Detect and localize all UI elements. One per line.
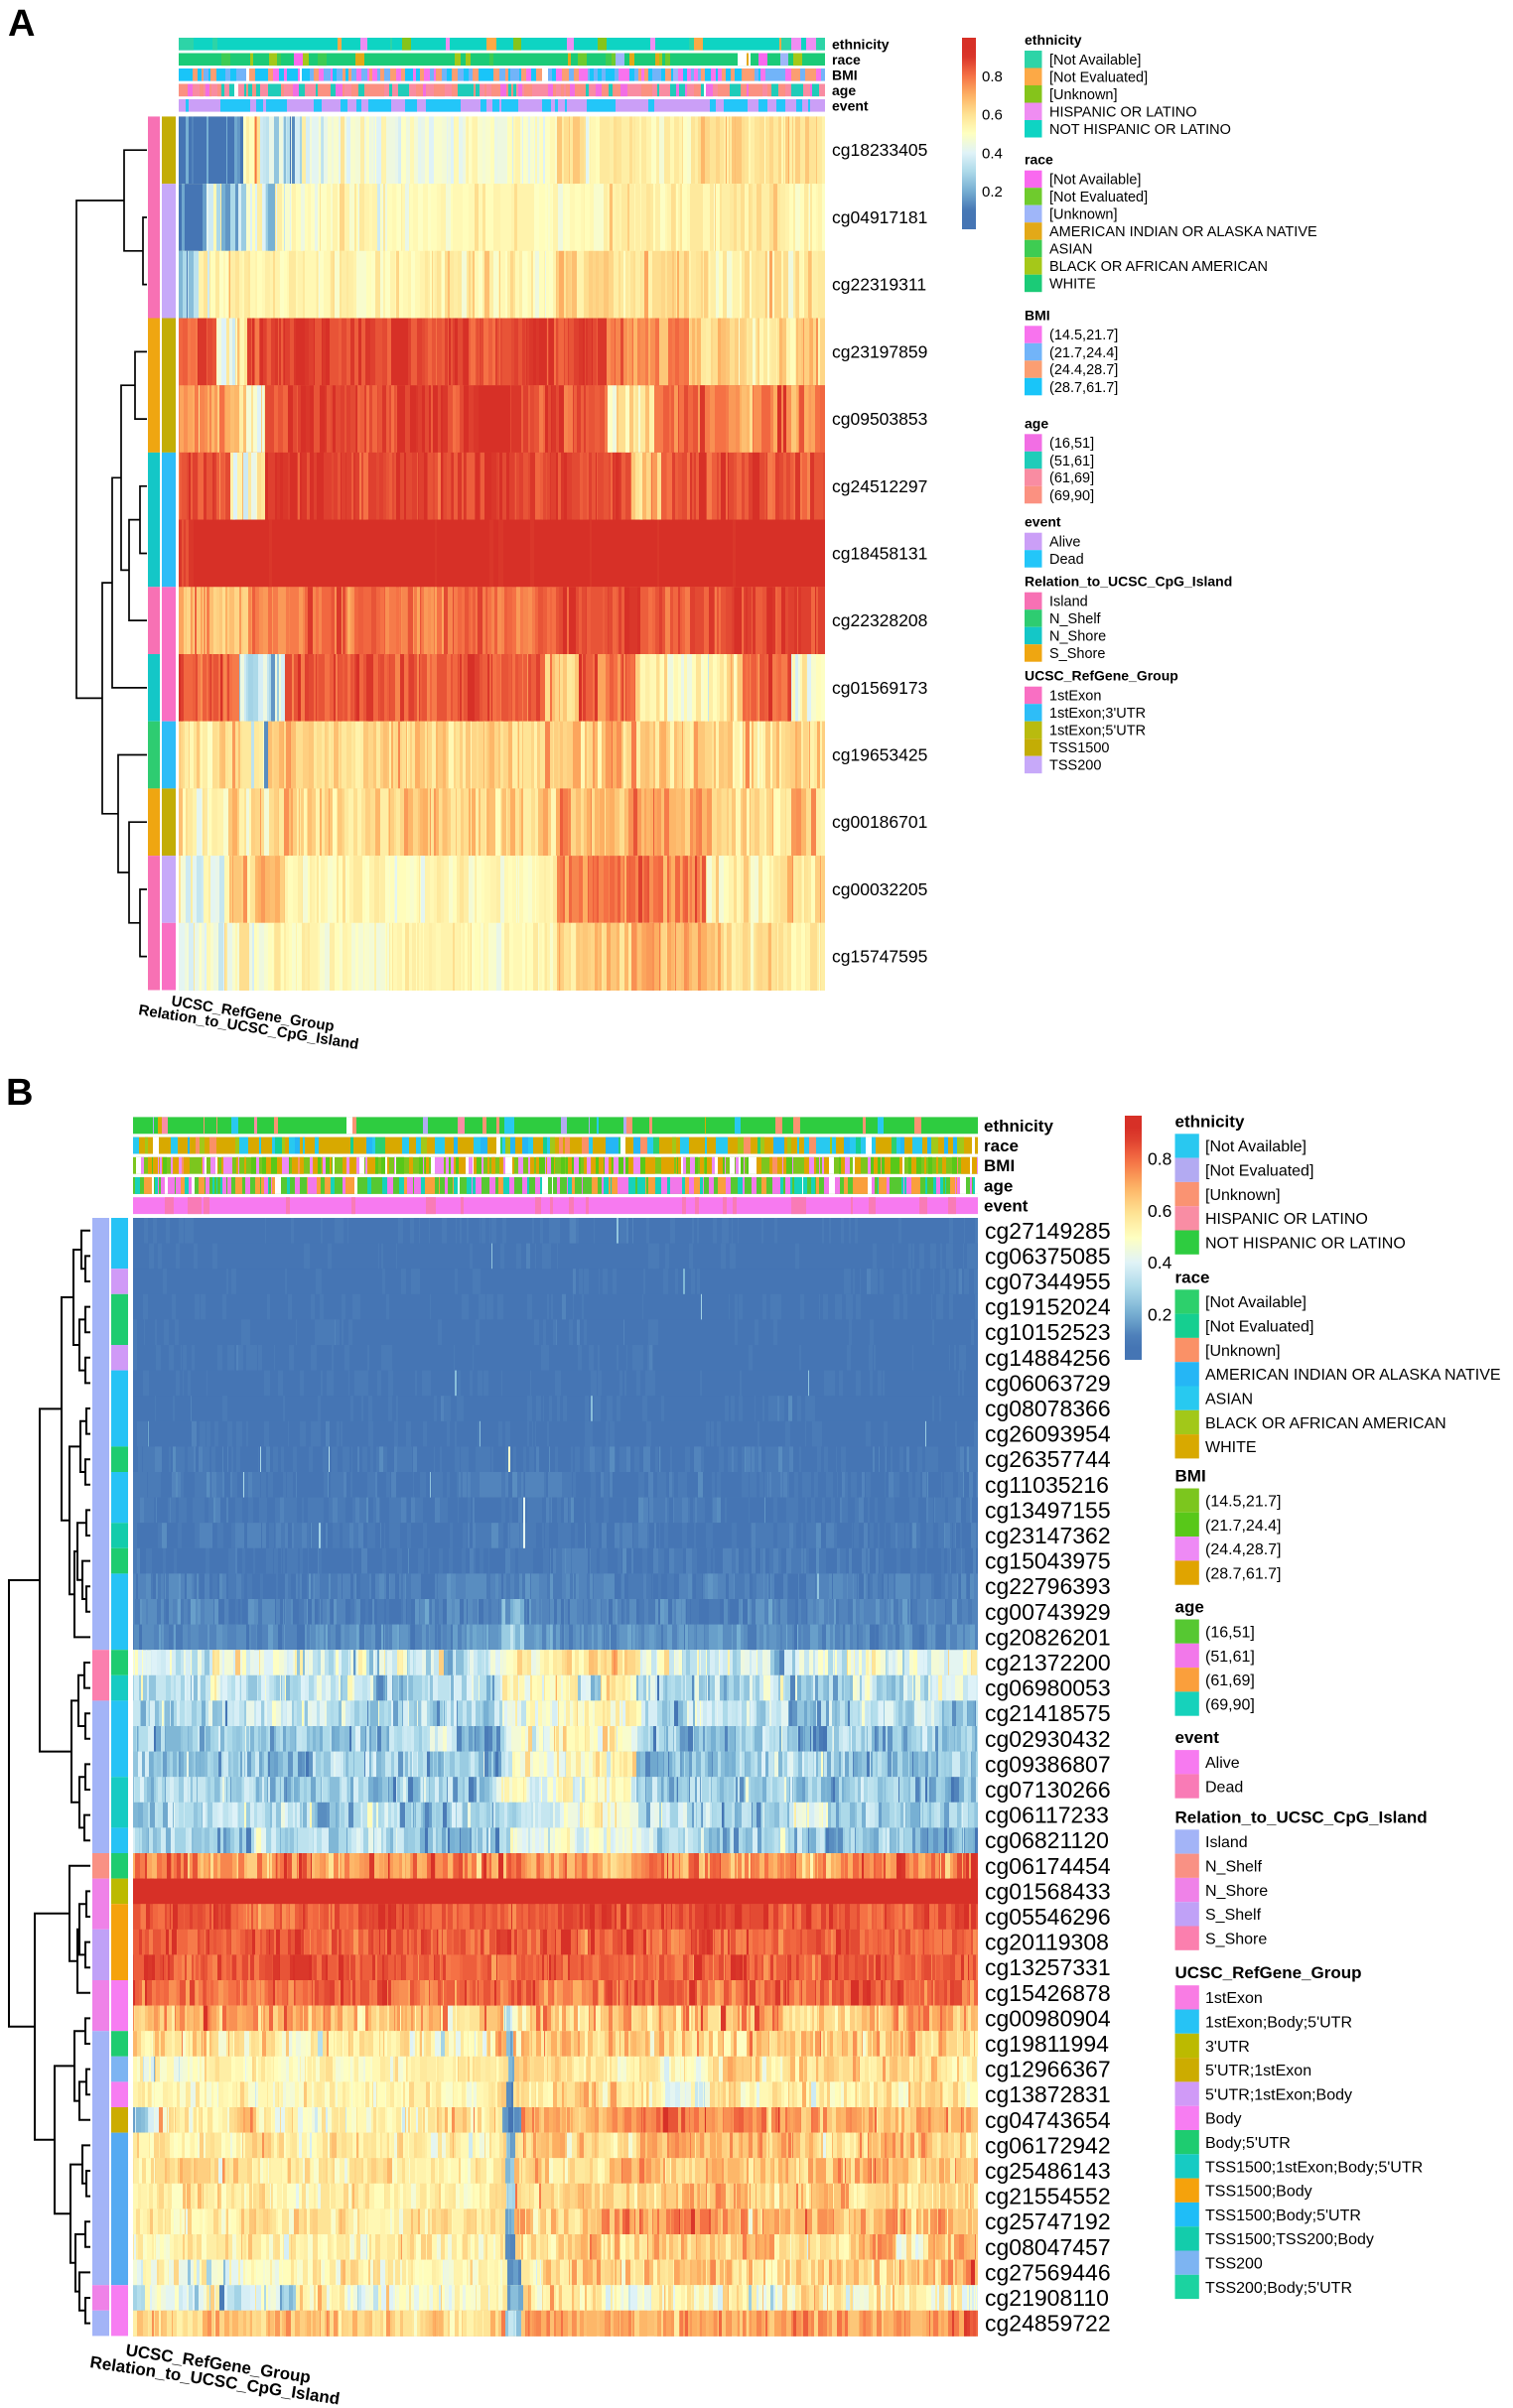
svg-text:[Unknown]: [Unknown] (1049, 207, 1118, 223)
svg-text:age: age (1025, 415, 1048, 431)
svg-text:cg18458131: cg18458131 (832, 544, 927, 564)
svg-text:WHITE: WHITE (1049, 277, 1096, 293)
svg-text:cg22319311: cg22319311 (832, 275, 926, 295)
svg-text:(51,61]: (51,61] (1049, 454, 1094, 469)
svg-text:0.2: 0.2 (982, 184, 1003, 201)
svg-text:0.6: 0.6 (982, 107, 1003, 124)
svg-text:cg00186701: cg00186701 (832, 812, 927, 832)
svg-text:ethnicity: ethnicity (1025, 32, 1082, 48)
svg-text:N_Shelf: N_Shelf (1049, 611, 1102, 627)
svg-text:Dead: Dead (1049, 552, 1084, 568)
svg-text:cg24512297: cg24512297 (832, 476, 927, 496)
svg-text:HISPANIC OR LATINO: HISPANIC OR LATINO (1049, 105, 1197, 121)
svg-text:NOT HISPANIC OR LATINO: NOT HISPANIC OR LATINO (1049, 122, 1231, 138)
svg-text:(21.7,24.4]: (21.7,24.4] (1049, 345, 1118, 361)
svg-text:event: event (1025, 514, 1061, 530)
svg-text:[Not Evaluated]: [Not Evaluated] (1049, 70, 1148, 86)
svg-text:cg00032205: cg00032205 (832, 879, 927, 899)
svg-text:ASIAN: ASIAN (1049, 242, 1093, 258)
svg-text:Alive: Alive (1049, 535, 1080, 551)
svg-text:race: race (1025, 152, 1053, 168)
svg-text:BMI: BMI (1025, 307, 1050, 323)
svg-text:ethnicity: ethnicity (832, 36, 890, 52)
svg-text:[Unknown]: [Unknown] (1049, 87, 1118, 103)
svg-text:BLACK OR AFRICAN AMERICAN: BLACK OR AFRICAN AMERICAN (1049, 259, 1268, 275)
svg-text:event: event (832, 97, 869, 113)
svg-text:1stExon: 1stExon (1049, 689, 1101, 705)
svg-text:TSS1500: TSS1500 (1049, 740, 1109, 756)
svg-text:0.8: 0.8 (982, 68, 1003, 85)
svg-text:S_Shore: S_Shore (1049, 646, 1105, 662)
svg-text:Island: Island (1049, 595, 1088, 610)
svg-text:cg22328208: cg22328208 (832, 610, 927, 630)
svg-text:0.4: 0.4 (982, 145, 1003, 162)
svg-text:[Not Available]: [Not Available] (1049, 53, 1141, 68)
svg-text:(14.5,21.7]: (14.5,21.7] (1049, 328, 1118, 343)
svg-text:TSS200: TSS200 (1049, 758, 1101, 774)
svg-text:[Not Available]: [Not Available] (1049, 173, 1141, 189)
svg-text:N_Shore: N_Shore (1049, 629, 1106, 645)
svg-text:(69,90]: (69,90] (1049, 488, 1094, 504)
svg-text:cg19653425: cg19653425 (832, 745, 927, 765)
svg-text:(61,69]: (61,69] (1049, 470, 1094, 486)
svg-text:BMI: BMI (832, 67, 858, 82)
svg-text:UCSC_RefGene_Group: UCSC_RefGene_Group (1025, 668, 1178, 684)
svg-text:(28.7,61.7]: (28.7,61.7] (1049, 380, 1118, 396)
svg-text:(24.4,28.7]: (24.4,28.7] (1049, 362, 1118, 378)
svg-text:cg23197859: cg23197859 (832, 341, 927, 361)
svg-text:race: race (832, 52, 861, 67)
svg-text:cg01569173: cg01569173 (832, 678, 927, 698)
svg-text:[Not Evaluated]: [Not Evaluated] (1049, 190, 1148, 205)
svg-text:cg15747595: cg15747595 (832, 947, 927, 967)
svg-text:age: age (832, 82, 856, 98)
svg-text:A: A (8, 3, 35, 45)
svg-text:Relation_to_UCSC_CpG_Island: Relation_to_UCSC_CpG_Island (1025, 574, 1232, 590)
svg-text:cg04917181: cg04917181 (832, 207, 927, 227)
svg-text:1stExon;5'UTR: 1stExon;5'UTR (1049, 724, 1146, 739)
svg-text:cg09503853: cg09503853 (832, 409, 927, 429)
svg-text:cg18233405: cg18233405 (832, 140, 927, 160)
svg-text:AMERICAN INDIAN OR ALASKA NATI: AMERICAN INDIAN OR ALASKA NATIVE (1049, 224, 1317, 240)
svg-text:(16,51]: (16,51] (1049, 436, 1094, 452)
svg-text:1stExon;3'UTR: 1stExon;3'UTR (1049, 706, 1146, 722)
